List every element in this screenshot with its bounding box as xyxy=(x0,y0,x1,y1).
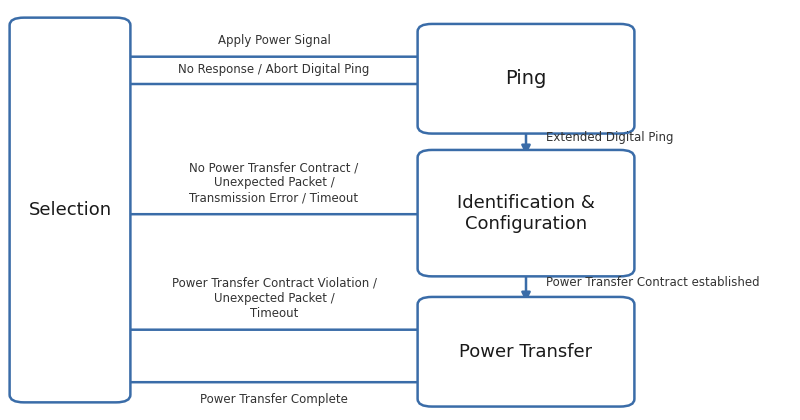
Text: No Power Transfer Contract /
Unexpected Packet /
Transmission Error / Timeout: No Power Transfer Contract / Unexpected … xyxy=(190,161,358,204)
Text: Power Transfer Complete: Power Transfer Complete xyxy=(200,393,348,405)
Text: Power Transfer Contract Violation /
Unexpected Packet /
Timeout: Power Transfer Contract Violation / Unex… xyxy=(171,277,377,320)
FancyBboxPatch shape xyxy=(10,18,130,402)
FancyBboxPatch shape xyxy=(418,297,634,407)
Text: Power Transfer Contract established: Power Transfer Contract established xyxy=(546,276,760,289)
Text: Selection: Selection xyxy=(29,201,111,219)
Text: Power Transfer: Power Transfer xyxy=(459,343,593,361)
FancyBboxPatch shape xyxy=(418,24,634,134)
Text: Ping: Ping xyxy=(506,69,546,88)
FancyBboxPatch shape xyxy=(418,150,634,276)
Text: No Response / Abort Digital Ping: No Response / Abort Digital Ping xyxy=(178,63,370,76)
Text: Apply Power Signal: Apply Power Signal xyxy=(218,34,330,47)
Text: Extended Digital Ping: Extended Digital Ping xyxy=(546,131,674,144)
Text: Identification &
Configuration: Identification & Configuration xyxy=(457,194,595,233)
